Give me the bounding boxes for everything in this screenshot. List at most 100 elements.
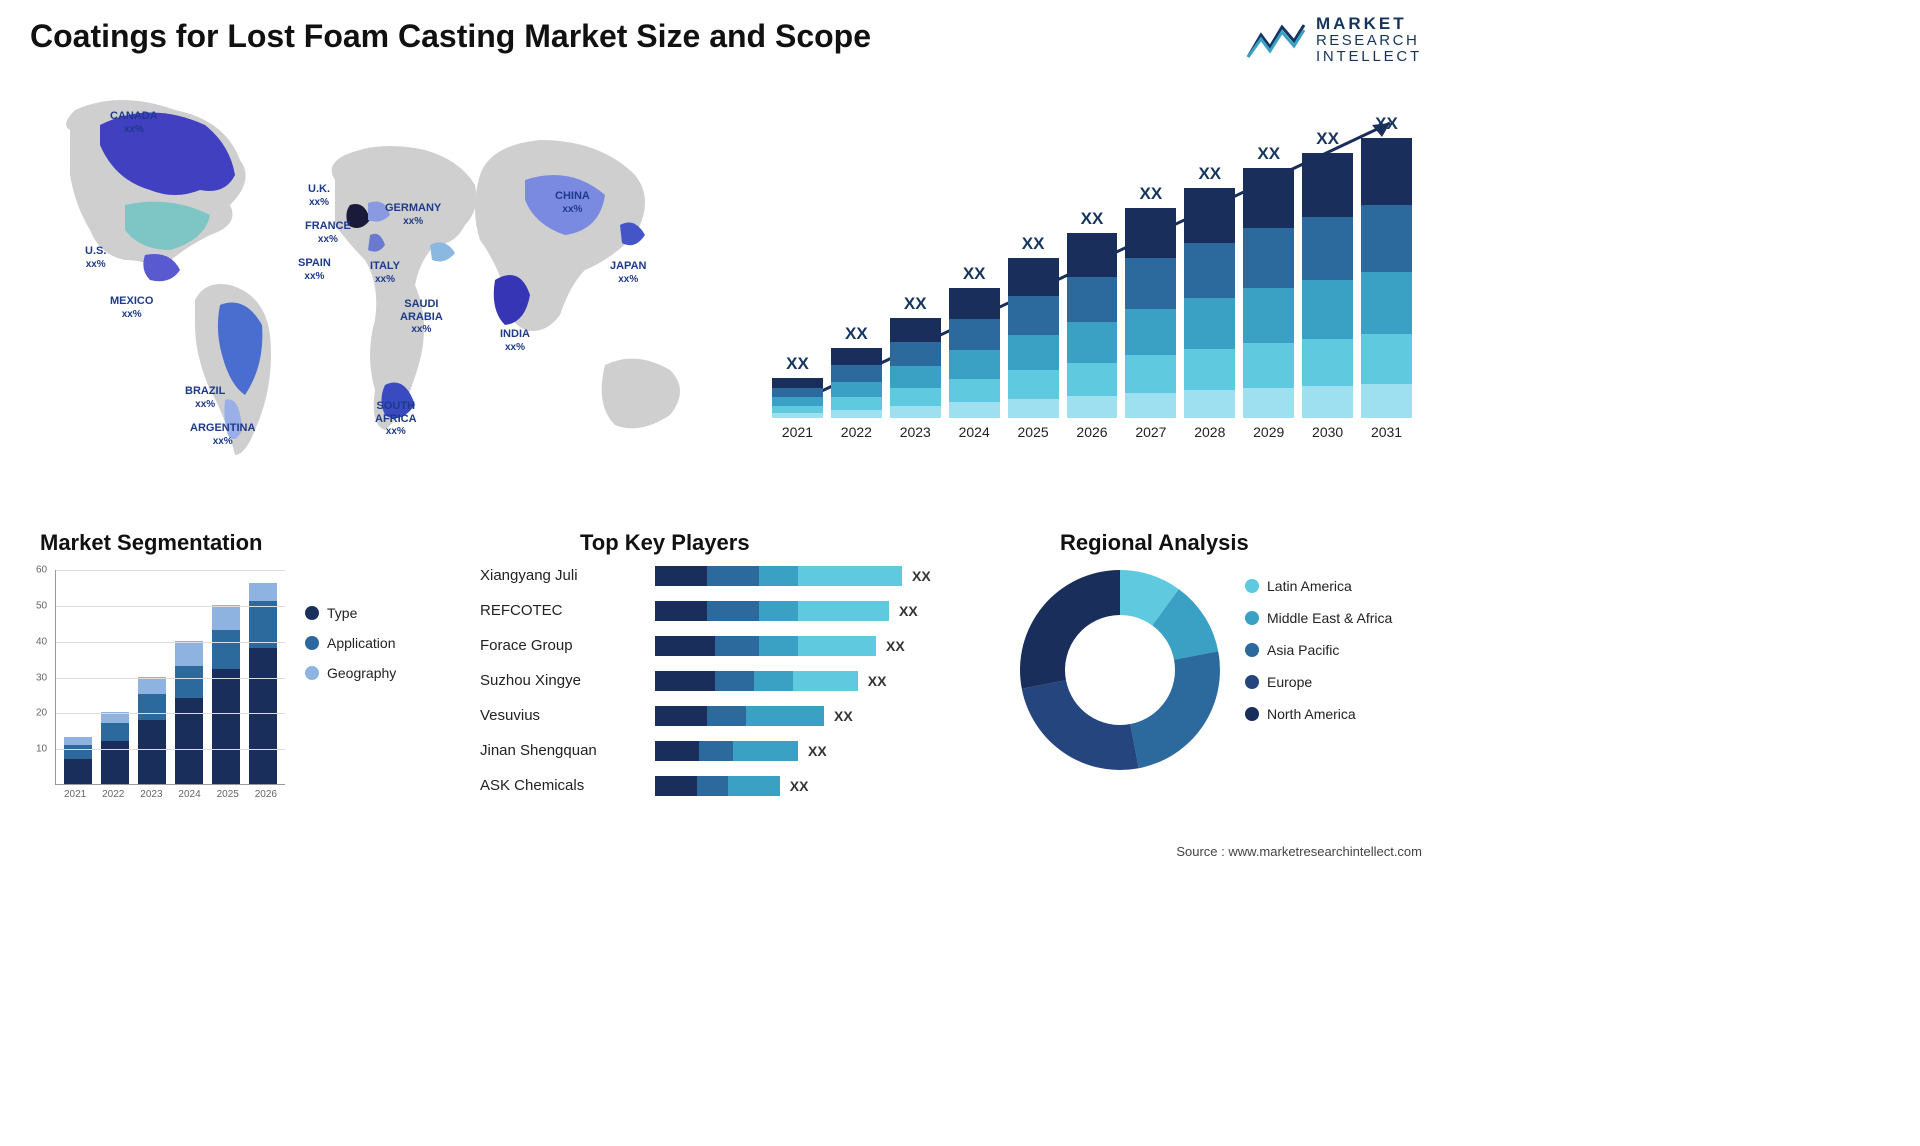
growth-year-label: 2028	[1194, 424, 1225, 440]
logo-line2: RESEARCH	[1316, 33, 1422, 49]
key-player-value: XX	[886, 638, 905, 654]
donut-slice	[1020, 570, 1120, 689]
regional-legend-item: Latin America	[1245, 578, 1392, 594]
logo-line3: INTELLECT	[1316, 49, 1422, 65]
seg-ytick: 50	[36, 600, 47, 611]
seg-bar-2024	[175, 641, 203, 784]
regional-legend-item: Asia Pacific	[1245, 642, 1392, 658]
growth-bar-2025: XX 2025	[1008, 234, 1059, 440]
donut-slice	[1130, 651, 1220, 768]
map-label-mexico: MEXICOxx%	[110, 295, 153, 320]
map-label-uk: U.K.xx%	[308, 183, 330, 208]
growth-year-label: 2022	[841, 424, 872, 440]
regional-legend-item: North America	[1245, 706, 1392, 722]
growth-bar-2028: XX2028	[1184, 164, 1235, 440]
donut-chart	[1010, 560, 1230, 780]
seg-bar-2021	[64, 737, 92, 784]
growth-year-label: 2021	[782, 424, 813, 440]
growth-bar-2026: XX 2026	[1067, 209, 1118, 440]
regional-legend-item: Europe	[1245, 674, 1392, 690]
map-label-southafrica: SOUTHAFRICAxx%	[375, 400, 417, 438]
growth-bar-2031: XX 2031	[1361, 114, 1412, 440]
source-citation: Source : www.marketresearchintellect.com	[1176, 844, 1422, 859]
growth-bar-value: XX	[1316, 129, 1339, 149]
seg-xtick: 2023	[137, 789, 165, 800]
key-player-row: Jinan ShengquanXX	[480, 735, 990, 766]
key-player-row: VesuviusXX	[480, 700, 990, 731]
regional-chart: Latin AmericaMiddle East & AfricaAsia Pa…	[1010, 560, 1430, 805]
key-player-row: Suzhou XingyeXX	[480, 665, 990, 696]
key-players-chart: Xiangyang JuliXXREFCOTECXXForace GroupXX…	[480, 560, 990, 805]
key-player-bar	[655, 601, 889, 621]
growth-bar-2022: XX 2022	[831, 324, 882, 440]
world-map: CANADAxx%U.S.xx%MEXICOxx%BRAZILxx%ARGENT…	[30, 85, 720, 475]
growth-bar-value: XX	[1081, 209, 1104, 229]
seg-bar-2025	[212, 605, 240, 784]
growth-chart: XX2021XX2022XX2023XX2024XX2025XX2026XX20…	[772, 105, 1412, 465]
map-label-france: FRANCExx%	[305, 220, 351, 245]
legend-label: Type	[327, 605, 357, 621]
seg-bar-2023	[138, 677, 166, 784]
segmentation-chart: 202120222023202420252026 102030405060 Ty…	[30, 565, 440, 805]
legend-label: Latin America	[1267, 578, 1352, 594]
map-label-germany: GERMANYxx%	[385, 202, 441, 227]
growth-year-label: 2031	[1371, 424, 1402, 440]
key-player-row: Forace GroupXX	[480, 630, 990, 661]
seg-xtick: 2021	[61, 789, 89, 800]
map-label-saudiarabia: SAUDIARABIAxx%	[400, 298, 443, 336]
growth-bar-value: XX	[904, 294, 927, 314]
seg-bar-2026	[249, 583, 277, 784]
key-player-bar	[655, 636, 876, 656]
map-label-us: U.S.xx%	[85, 245, 106, 270]
growth-bar-value: XX	[845, 324, 868, 344]
seg-xtick: 2026	[252, 789, 280, 800]
seg-legend-item: Application	[305, 635, 396, 651]
legend-label: Europe	[1267, 674, 1312, 690]
seg-xtick: 2024	[176, 789, 204, 800]
key-player-name: Xiangyang Juli	[480, 567, 655, 584]
growth-year-label: 2026	[1076, 424, 1107, 440]
growth-bar-2024: XX 2024	[949, 264, 1000, 440]
legend-label: Geography	[327, 665, 396, 681]
key-player-value: XX	[808, 743, 827, 759]
key-players-title: Top Key Players	[580, 530, 750, 556]
legend-dot-icon	[1245, 611, 1259, 625]
growth-bar-2030: XX2030	[1302, 129, 1353, 440]
regional-title: Regional Analysis	[1060, 530, 1249, 556]
seg-ytick: 30	[36, 672, 47, 683]
donut-slice	[1022, 680, 1139, 770]
legend-dot-icon	[1245, 675, 1259, 689]
key-player-name: REFCOTEC	[480, 602, 655, 619]
legend-dot-icon	[1245, 579, 1259, 593]
growth-bar-value: XX	[1022, 234, 1045, 254]
logo-line1: MARKET	[1316, 15, 1422, 33]
legend-dot-icon	[305, 666, 319, 680]
seg-legend-item: Type	[305, 605, 396, 621]
legend-dot-icon	[1245, 643, 1259, 657]
legend-label: Application	[327, 635, 396, 651]
growth-year-label: 2025	[1018, 424, 1049, 440]
brand-logo: MARKET RESEARCH INTELLECT	[1246, 15, 1422, 64]
legend-dot-icon	[305, 606, 319, 620]
key-player-name: ASK Chemicals	[480, 777, 655, 794]
map-label-spain: SPAINxx%	[298, 257, 331, 282]
key-player-row: REFCOTEC XX	[480, 595, 990, 626]
legend-label: Asia Pacific	[1267, 642, 1339, 658]
key-player-row: ASK Chemicals XX	[480, 770, 990, 801]
map-label-brazil: BRAZILxx%	[185, 385, 225, 410]
key-player-bar	[655, 741, 798, 761]
legend-label: North America	[1267, 706, 1356, 722]
key-player-value: XX	[899, 603, 918, 619]
growth-year-label: 2023	[900, 424, 931, 440]
growth-bar-2023: XX 2023	[890, 294, 941, 440]
seg-legend-item: Geography	[305, 665, 396, 681]
seg-ytick: 40	[36, 636, 47, 647]
growth-bar-2021: XX2021	[772, 354, 823, 440]
legend-dot-icon	[305, 636, 319, 650]
key-player-value: XX	[790, 778, 809, 794]
growth-bar-value: XX	[963, 264, 986, 284]
growth-year-label: 2024	[959, 424, 990, 440]
growth-bar-value: XX	[1375, 114, 1398, 134]
growth-year-label: 2029	[1253, 424, 1284, 440]
growth-bar-2029: XX2029	[1243, 144, 1294, 440]
